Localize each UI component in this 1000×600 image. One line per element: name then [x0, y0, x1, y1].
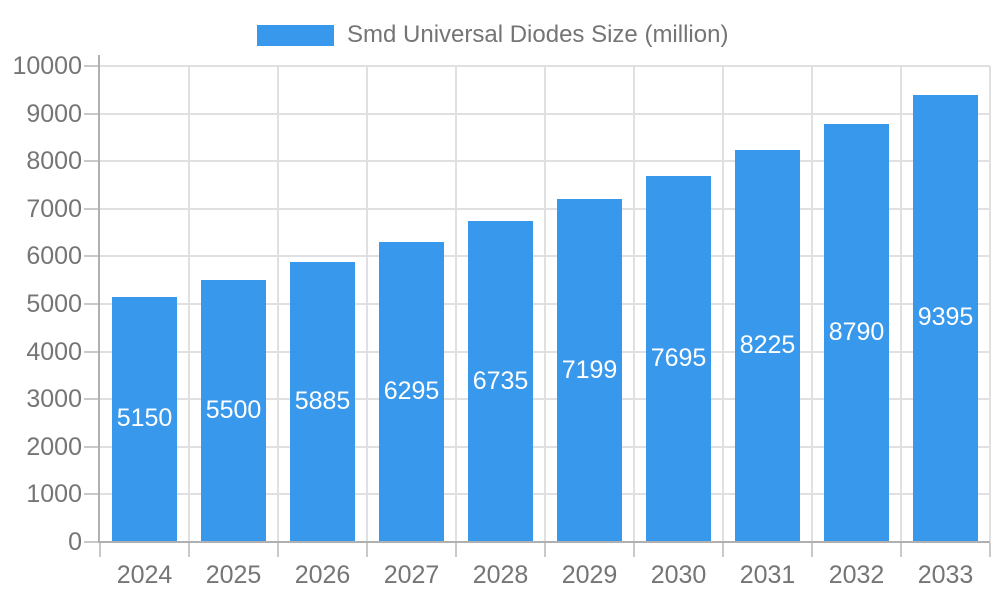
y-axis-tick: [84, 207, 100, 210]
y-axis-tick: [84, 112, 100, 115]
y-axis-tick: [84, 160, 100, 163]
y-axis-tick: [84, 255, 100, 258]
bar: 5500: [201, 280, 266, 541]
x-axis-tick: [277, 543, 279, 557]
x-axis-tick: [366, 543, 368, 557]
x-axis-tick-label: 2029: [561, 561, 618, 589]
bar: 7199: [557, 199, 622, 541]
v-gridline: [366, 66, 368, 542]
legend: Smd Universal Diodes Size (million): [257, 21, 728, 49]
y-axis-tick-label: 5000: [26, 290, 82, 318]
y-axis-tick: [84, 65, 100, 67]
x-axis-tick: [811, 543, 813, 557]
bar-value-label: 9395: [917, 303, 974, 332]
bar: 6295: [379, 242, 444, 541]
x-axis-tick: [722, 543, 724, 557]
x-axis-tick-label: 2030: [650, 561, 707, 589]
y-axis-tick-label: 8000: [26, 147, 82, 176]
bar: 6735: [468, 221, 533, 541]
y-axis-line: [98, 55, 100, 543]
bar-value-label: 5150: [116, 404, 173, 433]
bar-value-label: 8790: [828, 317, 885, 346]
x-axis-tick: [99, 543, 101, 557]
bar-value-label: 6735: [472, 366, 529, 395]
bar: 8790: [824, 123, 889, 541]
bar-value-label: 5885: [294, 386, 351, 415]
bar: 9395: [913, 94, 978, 541]
y-axis-tick: [84, 303, 100, 305]
x-axis-tick-label: 2028: [472, 561, 529, 589]
x-axis-tick-label: 2031: [739, 561, 796, 589]
bar: 5885: [290, 261, 355, 541]
x-axis-tick-label: 2032: [828, 561, 885, 589]
bar-value-label: 8225: [739, 331, 796, 360]
y-axis-tick-label: 0: [68, 528, 82, 556]
v-gridline: [722, 66, 724, 542]
legend-swatch: [257, 24, 334, 46]
v-gridline: [277, 66, 279, 542]
legend-label: Smd Universal Diodes Size (million): [347, 21, 729, 48]
y-axis-tick-label: 3000: [26, 385, 82, 414]
v-gridline: [811, 66, 813, 542]
x-axis-tick-label: 2033: [917, 561, 974, 589]
v-gridline: [633, 66, 635, 542]
x-axis-tick: [900, 543, 902, 557]
bar-value-label: 6295: [383, 377, 440, 406]
bar: 5150: [112, 296, 177, 541]
y-axis-tick: [84, 398, 100, 401]
x-axis-tick: [188, 543, 190, 557]
y-axis-tick-label: 1000: [26, 480, 82, 509]
y-axis-tick-label: 6000: [26, 242, 82, 271]
y-axis-tick-label: 2000: [26, 432, 82, 461]
v-gridline: [900, 66, 902, 542]
x-axis-line: [100, 541, 990, 543]
y-axis-tick: [84, 493, 100, 496]
v-gridline: [188, 66, 190, 542]
bar: 7695: [646, 175, 711, 541]
y-axis-tick: [84, 350, 100, 353]
x-axis-tick: [633, 543, 635, 557]
x-axis-tick-label: 2025: [205, 561, 262, 589]
x-axis-tick-label: 2026: [294, 561, 351, 589]
x-axis-tick: [989, 543, 991, 557]
y-axis-tick-label: 10000: [12, 52, 82, 80]
bar-value-label: 5500: [205, 396, 262, 425]
v-gridline: [455, 66, 457, 542]
y-axis-tick: [84, 445, 100, 448]
bar: 8225: [735, 150, 800, 541]
v-gridline: [544, 66, 546, 542]
v-gridline: [989, 66, 991, 542]
y-axis-tick-label: 4000: [26, 337, 82, 366]
x-axis-tick-label: 2024: [116, 561, 173, 589]
x-axis-tick: [544, 543, 546, 557]
y-axis-tick-label: 9000: [26, 99, 82, 128]
y-axis-tick-label: 7000: [26, 194, 82, 223]
y-axis-tick: [84, 541, 100, 543]
x-axis-tick-label: 2027: [383, 561, 440, 589]
x-axis-tick: [455, 543, 457, 557]
bar-value-label: 7695: [650, 343, 707, 372]
bar-value-label: 7199: [561, 355, 618, 384]
